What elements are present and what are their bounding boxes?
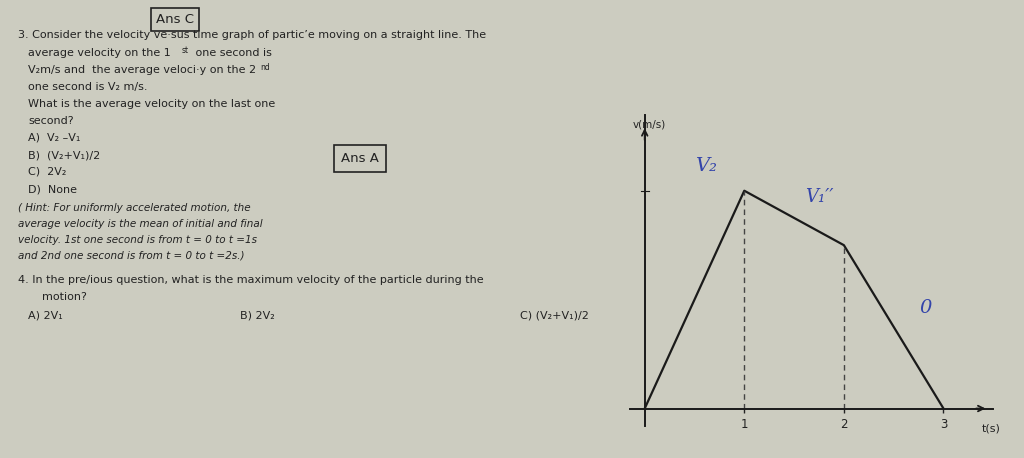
- Text: 3. Consider the velocity ve·sus time graph of partic’e moving on a straight line: 3. Consider the velocity ve·sus time gra…: [18, 30, 486, 40]
- Text: V₂: V₂: [695, 158, 718, 175]
- Text: one second is V₂ m/s.: one second is V₂ m/s.: [28, 82, 147, 92]
- Text: C)  2V₂: C) 2V₂: [28, 167, 67, 177]
- Text: D)  None: D) None: [28, 184, 77, 194]
- Text: one second is: one second is: [193, 48, 272, 58]
- Text: V₁′′: V₁′′: [805, 188, 834, 206]
- Text: ( Hint: For uniformly accelerated motion, the: ( Hint: For uniformly accelerated motion…: [18, 203, 251, 213]
- Text: V₂m/s and  the average veloci·y on the 2: V₂m/s and the average veloci·y on the 2: [28, 65, 256, 75]
- Text: st: st: [182, 46, 189, 55]
- Text: C) (V₂+V₁)/2: C) (V₂+V₁)/2: [520, 310, 589, 320]
- Text: nd: nd: [260, 63, 269, 72]
- Text: average velocity on the 1: average velocity on the 1: [28, 48, 171, 58]
- Text: Ans C: Ans C: [156, 13, 194, 26]
- Text: Ans A: Ans A: [341, 152, 379, 165]
- Text: second?: second?: [28, 116, 74, 126]
- Text: t(s): t(s): [981, 424, 1000, 434]
- Text: What is the average velocity on the last one: What is the average velocity on the last…: [28, 99, 275, 109]
- Text: average velocity is the mean of initial and final: average velocity is the mean of initial …: [18, 219, 262, 229]
- Text: 0: 0: [920, 299, 932, 317]
- Text: motion?: motion?: [28, 292, 87, 302]
- Text: A)  V₂ –V₁: A) V₂ –V₁: [28, 133, 80, 143]
- Text: v(m/s): v(m/s): [633, 120, 666, 130]
- Text: 4. In the pre∕ious question, what is the maximum velocity of the particle during: 4. In the pre∕ious question, what is the…: [18, 275, 483, 285]
- Text: A) 2V₁: A) 2V₁: [28, 310, 62, 320]
- Text: D) None: D) None: [830, 310, 876, 320]
- Text: B) 2V₂: B) 2V₂: [240, 310, 274, 320]
- Text: and 2nd one second is from t = 0 to t =2s.): and 2nd one second is from t = 0 to t =2…: [18, 251, 245, 261]
- Text: velocity. 1st one second is from t = 0 to t =1s: velocity. 1st one second is from t = 0 t…: [18, 235, 257, 245]
- Text: B)  (V₂+V₁)/2: B) (V₂+V₁)/2: [28, 150, 100, 160]
